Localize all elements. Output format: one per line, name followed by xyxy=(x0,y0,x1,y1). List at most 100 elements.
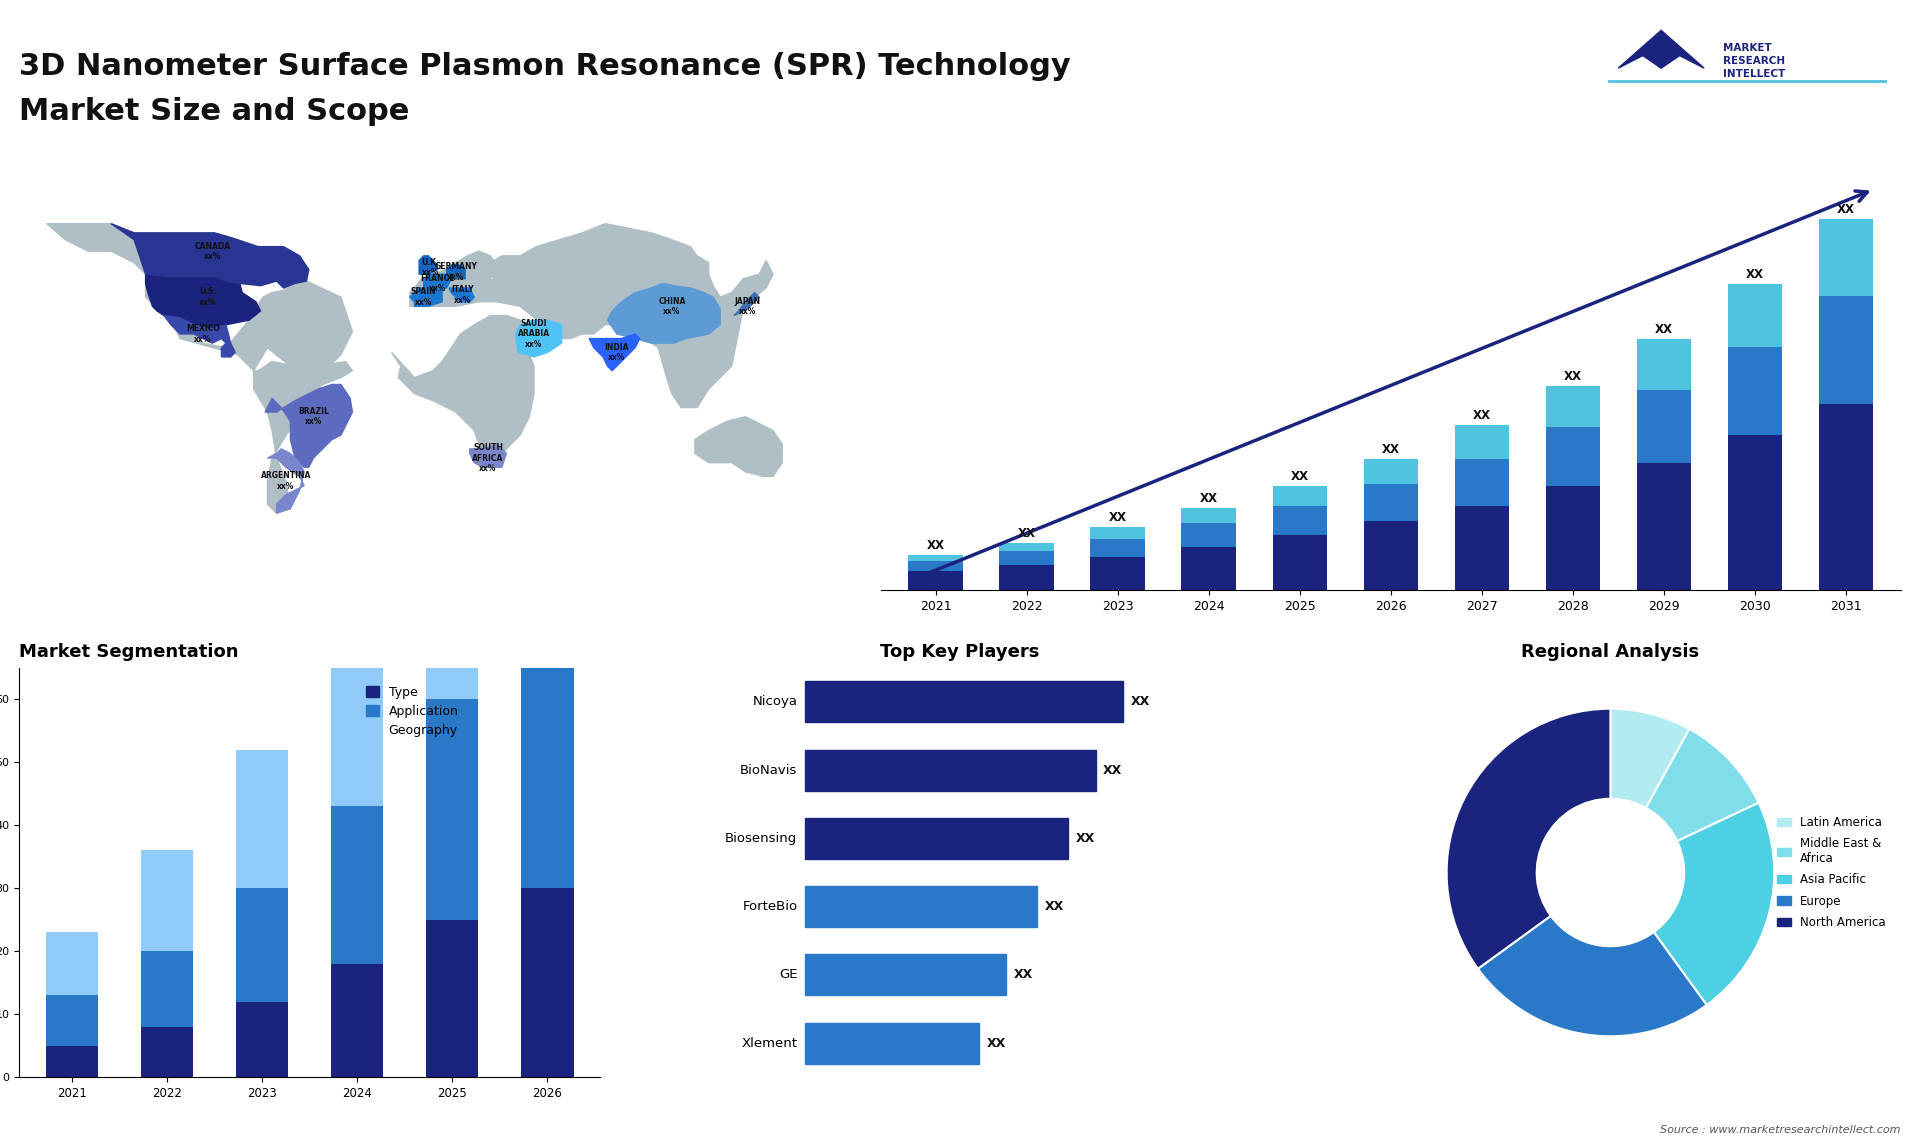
Bar xyxy=(330,618,384,807)
Text: BioNavis: BioNavis xyxy=(739,763,797,777)
Bar xyxy=(1091,527,1144,539)
Polygon shape xyxy=(733,292,758,315)
Bar xyxy=(426,429,478,699)
Bar xyxy=(1091,557,1144,590)
Text: XX: XX xyxy=(1104,763,1123,777)
Bar xyxy=(1546,386,1599,427)
Polygon shape xyxy=(46,223,353,378)
Bar xyxy=(1181,547,1236,590)
Text: Market Size and Scope: Market Size and Scope xyxy=(19,97,409,126)
Text: MEXICO
xx%: MEXICO xx% xyxy=(186,324,221,344)
Bar xyxy=(520,623,574,888)
Text: ForteBio: ForteBio xyxy=(743,900,797,913)
Bar xyxy=(426,920,478,1077)
Text: Market Segmentation: Market Segmentation xyxy=(19,643,238,660)
Legend: Latin America, Middle East &
Africa, Asia Pacific, Europe, North America: Latin America, Middle East & Africa, Asi… xyxy=(1772,811,1891,934)
Bar xyxy=(1455,425,1509,458)
Bar xyxy=(1728,435,1782,590)
Legend: Type, Application, Geography: Type, Application, Geography xyxy=(363,682,463,741)
Bar xyxy=(1363,458,1419,484)
Bar xyxy=(998,543,1054,551)
Text: XX: XX xyxy=(1200,492,1217,504)
Polygon shape xyxy=(490,223,774,408)
Bar xyxy=(1363,521,1419,590)
Bar xyxy=(46,1046,98,1077)
Polygon shape xyxy=(424,274,451,288)
Polygon shape xyxy=(607,283,720,343)
Bar xyxy=(998,565,1054,590)
Bar xyxy=(804,955,1006,996)
Bar xyxy=(140,951,194,1027)
Bar xyxy=(804,749,1096,791)
Polygon shape xyxy=(111,223,309,288)
Text: XX: XX xyxy=(1044,900,1064,913)
Bar xyxy=(804,818,1068,858)
Polygon shape xyxy=(1619,31,1705,68)
Bar xyxy=(46,996,98,1046)
Text: Nicoya: Nicoya xyxy=(753,696,797,708)
Bar xyxy=(804,682,1123,722)
Text: XX: XX xyxy=(1014,968,1033,981)
Bar xyxy=(1181,508,1236,524)
Bar xyxy=(1455,458,1509,505)
Text: GE: GE xyxy=(780,968,797,981)
Bar xyxy=(1636,463,1692,590)
Polygon shape xyxy=(589,333,639,370)
Text: SPAIN
xx%: SPAIN xx% xyxy=(411,288,436,307)
Bar xyxy=(1728,284,1782,347)
Text: XX: XX xyxy=(1565,370,1582,383)
Wedge shape xyxy=(1611,708,1690,808)
Text: XX: XX xyxy=(1655,323,1672,336)
Text: CANADA
xx%: CANADA xx% xyxy=(194,242,230,261)
Title: Regional Analysis: Regional Analysis xyxy=(1521,643,1699,660)
Bar xyxy=(1546,486,1599,590)
Bar xyxy=(46,933,98,996)
Polygon shape xyxy=(449,288,474,301)
Text: JAPAN
xx%: JAPAN xx% xyxy=(735,297,760,316)
Polygon shape xyxy=(470,445,507,468)
Text: INDIA
xx%: INDIA xx% xyxy=(605,343,630,362)
Text: SOUTH
AFRICA
xx%: SOUTH AFRICA xx% xyxy=(472,444,503,473)
Bar xyxy=(1273,486,1327,505)
Text: GERMANY
xx%: GERMANY xx% xyxy=(434,262,478,282)
Bar xyxy=(330,807,384,964)
Bar xyxy=(140,1027,194,1077)
Text: XX: XX xyxy=(927,539,945,552)
Polygon shape xyxy=(695,417,781,477)
Wedge shape xyxy=(1446,708,1611,968)
Text: ITALY
xx%: ITALY xx% xyxy=(451,285,474,305)
Text: U.S.
xx%: U.S. xx% xyxy=(200,288,217,307)
Text: XX: XX xyxy=(1382,442,1400,456)
Text: XX: XX xyxy=(1075,832,1096,845)
Text: XX: XX xyxy=(1108,511,1127,525)
Text: MARKET
RESEARCH
INTELLECT: MARKET RESEARCH INTELLECT xyxy=(1722,42,1786,79)
Bar xyxy=(804,886,1037,927)
Text: FRANCE
xx%: FRANCE xx% xyxy=(420,274,455,293)
Polygon shape xyxy=(267,449,303,513)
Bar xyxy=(998,551,1054,565)
Text: XX: XX xyxy=(1745,268,1764,281)
Polygon shape xyxy=(146,274,261,329)
Text: Biosensing: Biosensing xyxy=(726,832,797,845)
Text: BRAZIL
xx%: BRAZIL xx% xyxy=(298,407,328,426)
Polygon shape xyxy=(516,320,561,356)
Bar xyxy=(908,560,964,571)
Bar xyxy=(520,277,574,623)
Wedge shape xyxy=(1653,802,1774,1005)
Polygon shape xyxy=(419,256,438,274)
Polygon shape xyxy=(392,315,534,468)
Bar xyxy=(1818,296,1874,403)
Text: CHINA
xx%: CHINA xx% xyxy=(659,297,685,316)
Text: XX: XX xyxy=(1473,409,1492,423)
Text: XX: XX xyxy=(1837,203,1855,217)
Polygon shape xyxy=(265,385,353,468)
Polygon shape xyxy=(163,315,236,356)
Bar xyxy=(804,1022,979,1063)
Text: Xlement: Xlement xyxy=(741,1037,797,1050)
Polygon shape xyxy=(253,361,353,513)
Bar xyxy=(236,1002,288,1077)
Text: U.K.
xx%: U.K. xx% xyxy=(422,258,440,277)
Text: XX: XX xyxy=(1131,696,1150,708)
Bar xyxy=(908,555,964,560)
Bar xyxy=(1091,539,1144,557)
